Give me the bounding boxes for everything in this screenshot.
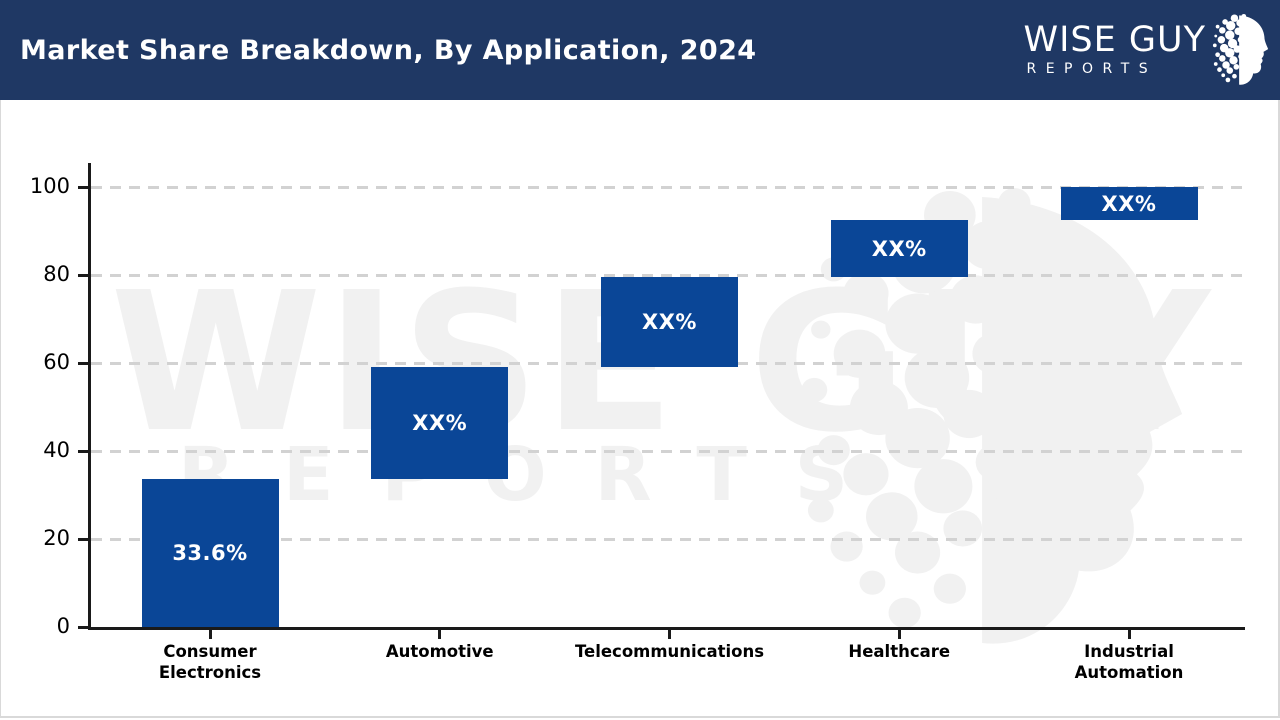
header-bar: Market Share Breakdown, By Application, … bbox=[0, 0, 1280, 100]
x-tick-industrial-automation bbox=[1127, 630, 1131, 639]
page-bottom-divider bbox=[0, 716, 1280, 718]
y-tick-label-0: 0 bbox=[56, 614, 70, 638]
y-tick-100 bbox=[78, 186, 88, 189]
bar-telecommunications: XX% bbox=[601, 276, 738, 368]
x-tick-label-line: Automation bbox=[1074, 663, 1184, 683]
bar-industrial-automation: XX% bbox=[1060, 187, 1198, 221]
bar-consumer-electronics: 33.6% bbox=[141, 479, 279, 627]
gridline-100 bbox=[91, 186, 1245, 189]
page-right-border bbox=[1278, 100, 1280, 717]
y-tick-label-80: 80 bbox=[43, 262, 70, 286]
x-tick-label-industrial-automation: Industrial Automation bbox=[1019, 641, 1239, 683]
x-tick-automotive bbox=[438, 630, 442, 639]
x-tick-label-line: Automotive bbox=[385, 642, 494, 661]
x-tick-label-healthcare: Healthcare bbox=[789, 641, 1009, 662]
y-tick-label-20: 20 bbox=[43, 526, 70, 550]
y-tick-label-100: 100 bbox=[29, 174, 70, 198]
y-tick-80 bbox=[78, 274, 88, 277]
x-tick-label-line: Industrial bbox=[1084, 642, 1174, 661]
bar-label-telecommunications: XX% bbox=[642, 310, 697, 335]
x-tick-label-automotive: Automotive bbox=[330, 641, 550, 662]
bar-healthcare: XX% bbox=[830, 220, 968, 277]
x-tick-label-line: Telecommunications bbox=[574, 642, 765, 661]
x-tick-healthcare bbox=[897, 630, 901, 639]
y-tick-label-40: 40 bbox=[43, 438, 70, 462]
bar-automotive: XX% bbox=[371, 367, 509, 480]
gridline-20 bbox=[91, 538, 1245, 541]
brand-subname: REPORTS bbox=[1026, 61, 1158, 77]
brand-logo: WISE GUY REPORTS bbox=[1023, 12, 1280, 88]
y-tick-60 bbox=[78, 362, 88, 365]
x-tick-telecommunications bbox=[668, 630, 671, 639]
x-tick-label-line: Healthcare bbox=[848, 642, 951, 661]
brand-logo-text: WISE GUY REPORTS bbox=[1023, 20, 1206, 78]
x-tick-label-consumer-electronics: Consumer Electronics bbox=[100, 641, 320, 683]
gridline-40 bbox=[91, 450, 1245, 453]
brand-name: WISE GUY bbox=[1023, 20, 1206, 60]
y-axis bbox=[88, 163, 91, 630]
y-tick-0 bbox=[78, 626, 88, 629]
gridline-80 bbox=[91, 274, 1245, 277]
bar-label-consumer-electronics: 33.6% bbox=[172, 541, 248, 566]
x-tick-label-line: Electronics bbox=[158, 663, 262, 683]
y-tick-20 bbox=[78, 538, 88, 541]
x-tick-label-telecommunications: Telecommunications bbox=[560, 641, 780, 662]
page-left-border bbox=[0, 100, 1, 717]
page-title: Market Share Breakdown, By Application, … bbox=[20, 34, 757, 66]
bar-label-healthcare: XX% bbox=[871, 236, 927, 261]
x-tick-label-line: Consumer bbox=[163, 642, 257, 661]
x-axis bbox=[88, 627, 1245, 630]
bar-label-industrial-automation: XX% bbox=[1101, 191, 1157, 216]
bar-label-automotive: XX% bbox=[412, 411, 468, 436]
x-tick-consumer-electronics bbox=[208, 630, 212, 639]
y-tick-label-60: 60 bbox=[43, 350, 70, 374]
y-tick-40 bbox=[78, 450, 88, 453]
